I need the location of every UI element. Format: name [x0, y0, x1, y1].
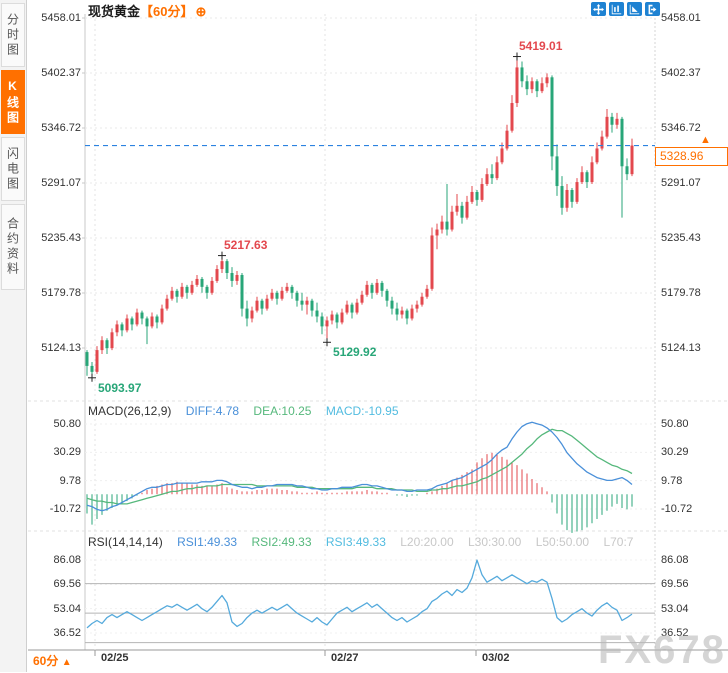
axis-scale-right-icon[interactable]: [627, 2, 642, 16]
y-axis-label: 5458.01: [661, 12, 701, 24]
y-axis-label: 5291.07: [661, 177, 701, 189]
y-axis-label: 36.52: [661, 627, 689, 639]
axis-scale-left-icon[interactable]: [609, 2, 624, 16]
last-price-tag: 5328.96: [655, 147, 728, 166]
rsi-header: RSI(14,14,14) RSI1:49.33 RSI2:49.33 RSI3…: [88, 535, 654, 549]
rsi-l70-label: L70:7: [603, 535, 634, 549]
y-axis-label: 5458.01: [41, 12, 81, 24]
y-axis-label: 69.56: [661, 578, 689, 591]
symbol-name: 现货黄金: [88, 4, 141, 19]
rsi-l20-label: L20:20.00: [400, 535, 454, 549]
sidebar-tab-label: K线图: [5, 78, 20, 126]
sidebar: 分时图 K线图 闪电图 合约资料: [0, 0, 27, 672]
rsi3-value: RSI3:49.33: [325, 535, 386, 549]
y-axis-label: 30.29: [53, 446, 81, 459]
chart-toolbar: [591, 2, 660, 16]
sidebar-tab-label: 闪电图: [5, 146, 20, 192]
macd-name: MACD(26,12,9): [88, 404, 172, 418]
x-axis-date-label: 02/25: [101, 652, 129, 664]
y-axis-label: 5124.13: [41, 342, 81, 354]
rsi-name: RSI(14,14,14): [88, 535, 163, 549]
exit-chart-icon[interactable]: [645, 2, 660, 16]
y-axis-label: 5346.72: [41, 121, 81, 134]
move-icon[interactable]: [591, 2, 606, 16]
y-axis-label: -10.72: [661, 503, 693, 515]
y-axis-label: 5402.37: [661, 66, 701, 79]
y-axis-label: 5346.72: [661, 121, 701, 134]
sidebar-tab-kline-chart[interactable]: K线图: [1, 70, 25, 134]
x-axis-date-label: 03/02: [482, 652, 510, 664]
macd-macd-value: MACD:-10.95: [325, 404, 399, 418]
y-axis-label: 5291.07: [41, 177, 81, 189]
y-axis-label: 9.78: [59, 474, 81, 487]
rsi1-value: RSI1:49.33: [177, 535, 238, 549]
y-axis-label: 5179.78: [661, 286, 701, 299]
rsi-l50-label: L50:50.00: [535, 535, 590, 549]
y-axis-label: 36.52: [53, 627, 81, 639]
y-axis-label: -10.72: [49, 503, 81, 515]
price-up-arrow-icon: ▲: [700, 134, 711, 146]
add-indicator-icon[interactable]: ⊕: [195, 4, 207, 19]
sidebar-tab-label: 合约资料: [5, 217, 20, 277]
price-extreme-label: 5217.63: [224, 237, 268, 252]
x-axis-date-label: 02/27: [331, 652, 359, 664]
y-axis-label: 53.04: [53, 602, 81, 615]
y-axis-label: 86.08: [53, 554, 81, 566]
y-axis-label: 86.08: [661, 554, 689, 566]
macd-dea-value: DEA:10.25: [253, 404, 312, 418]
y-axis-label: 50.80: [53, 418, 81, 430]
rsi-l30-label: L30:30.00: [467, 535, 522, 549]
y-axis-label: 5235.43: [661, 231, 701, 244]
y-axis-label: 5179.78: [41, 286, 81, 299]
chart-title: 现货黄金【60分】 ⊕: [88, 1, 207, 19]
rsi2-value: RSI2:49.33: [251, 535, 312, 549]
sidebar-tab-lightning-chart[interactable]: 闪电图: [1, 137, 25, 201]
macd-header: MACD(26,12,9) DIFF:4.78 DEA:10.25 MACD:-…: [88, 404, 654, 418]
price-extreme-label: 5419.01: [519, 38, 563, 53]
period-label: 60分: [33, 654, 59, 668]
y-axis-label: 50.80: [661, 418, 689, 430]
y-axis-label: 5124.13: [661, 342, 701, 354]
period-badge: 【60分】: [140, 4, 194, 19]
macd-diff-value: DIFF:4.78: [185, 404, 240, 418]
y-axis-label: 53.04: [661, 602, 689, 615]
y-axis-label: 30.29: [661, 446, 689, 459]
sidebar-tab-label: 分时图: [5, 12, 20, 58]
y-axis-label: 5402.37: [41, 66, 81, 79]
period-selector[interactable]: 60分 ▲: [33, 652, 72, 669]
sidebar-tab-contract-info[interactable]: 合约资料: [1, 204, 25, 290]
price-extreme-label: 5129.92: [333, 345, 377, 360]
y-axis-label: 5235.43: [41, 231, 81, 244]
y-axis-label: 69.56: [53, 578, 81, 591]
price-extreme-label: 5093.97: [98, 380, 142, 395]
period-dropdown-arrow-icon: ▲: [61, 657, 72, 668]
sidebar-tab-time-chart[interactable]: 分时图: [1, 3, 25, 67]
y-axis-label: 9.78: [661, 474, 683, 487]
